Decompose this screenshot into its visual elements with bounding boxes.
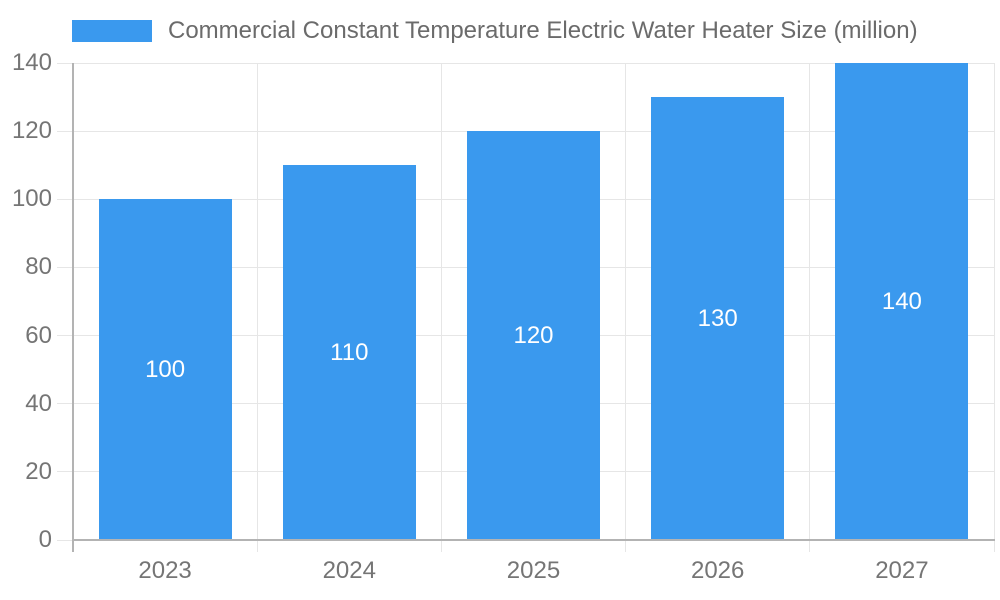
legend-swatch[interactable] — [72, 20, 152, 42]
gridline-vertical — [256, 63, 258, 552]
y-tick-label: 60 — [25, 321, 52, 349]
x-tick-label-2027: 2027 — [875, 557, 929, 584]
x-axis-line — [72, 539, 995, 541]
bar-value-label: 100 — [145, 355, 186, 383]
x-tick-label-2026: 2026 — [690, 557, 745, 584]
y-axis-tick — [57, 62, 73, 64]
x-tick-label-2024: 2024 — [322, 557, 376, 584]
y-axis-line — [72, 63, 74, 552]
bar-2023[interactable]: 100 — [98, 199, 232, 540]
gridline-vertical — [440, 63, 442, 552]
gridline-vertical — [809, 63, 811, 552]
y-tick-label: 20 — [25, 457, 52, 485]
bar-2024[interactable]: 110 — [282, 165, 416, 540]
gridline-horizontal — [73, 62, 994, 64]
x-tick-label-2023: 2023 — [138, 557, 192, 584]
y-tick-label: 40 — [25, 389, 52, 417]
bar-2027[interactable]: 140 — [835, 63, 969, 540]
y-tick-label: 0 — [38, 526, 52, 553]
legend-item[interactable]: Commercial Constant Temperature Electric… — [72, 17, 918, 45]
y-tick-label: 80 — [25, 253, 52, 281]
x-tick-label-2025: 2025 — [506, 557, 561, 584]
y-axis-tick — [57, 539, 73, 541]
y-axis-tick — [57, 403, 73, 405]
bar-value-label: 140 — [881, 287, 922, 315]
y-axis-tick — [57, 130, 73, 132]
y-tick-label: 120 — [11, 117, 52, 145]
y-tick-label: 100 — [11, 185, 52, 213]
gridline-vertical — [993, 63, 995, 552]
bar-value-label: 130 — [697, 304, 738, 332]
bar-value-label: 110 — [330, 338, 369, 366]
legend-label[interactable]: Commercial Constant Temperature Electric… — [168, 17, 918, 44]
bar-2026[interactable]: 130 — [651, 97, 785, 540]
y-axis-tick — [57, 335, 73, 337]
bar-value-label: 120 — [513, 321, 554, 349]
bar-2025[interactable]: 120 — [467, 131, 600, 540]
y-tick-label: 140 — [11, 49, 52, 76]
gridline-vertical — [625, 63, 627, 552]
y-axis-tick — [57, 266, 73, 268]
y-axis-tick — [57, 198, 73, 200]
y-axis-tick — [57, 471, 73, 473]
